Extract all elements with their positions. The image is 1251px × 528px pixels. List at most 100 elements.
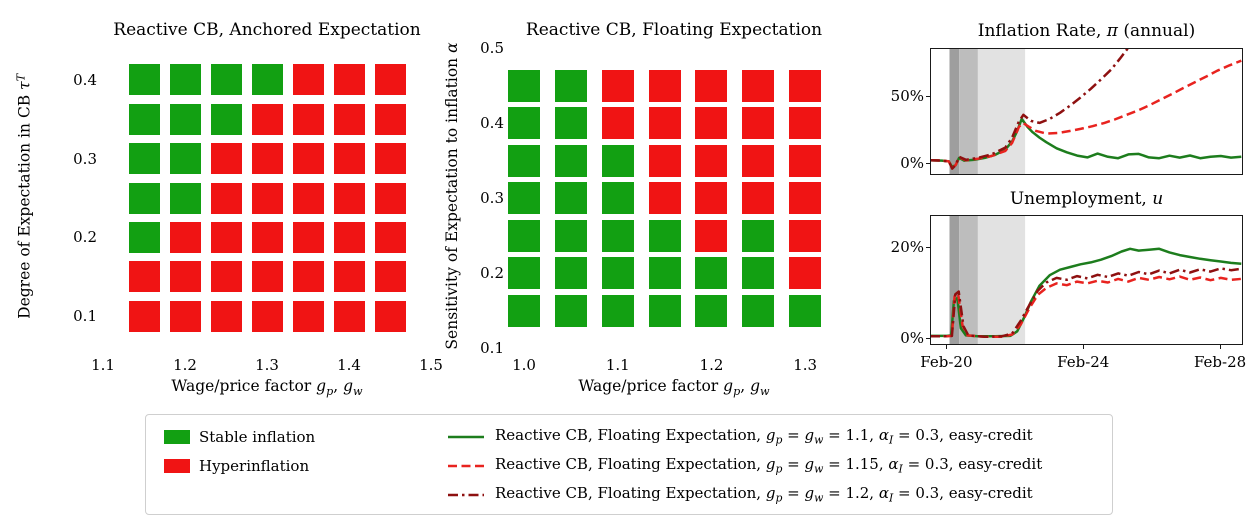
unemployment-x-tick-mark — [946, 345, 948, 349]
cell-stable — [554, 69, 587, 102]
inflation-y-tick-label: 0% — [900, 153, 924, 172]
cell-hyper — [333, 261, 365, 293]
series-darkred-label: Reactive CB, Floating Expectation, gp = … — [495, 484, 1033, 505]
cell-hyper — [210, 143, 242, 175]
inflation-y-tick-mark — [926, 96, 930, 98]
cell-hyper — [292, 300, 324, 332]
cell-hyper — [789, 144, 822, 177]
cell-stable — [648, 294, 681, 327]
cell-hyper — [789, 107, 822, 139]
cell-hyper — [695, 219, 728, 252]
anchored-y-tick-label: 0.3 — [73, 149, 97, 168]
cell-hyper — [169, 261, 201, 293]
cell-hyper — [333, 143, 365, 175]
red-line-sample — [448, 464, 484, 467]
cell-hyper — [333, 182, 365, 214]
cell-stable — [789, 294, 822, 327]
unemployment-panel-title: Unemployment, u — [1009, 189, 1164, 209]
shaded-band — [977, 48, 1026, 175]
legend-line-column: Reactive CB, Floating Expectation, gp = … — [446, 426, 1042, 505]
cell-hyper — [210, 221, 242, 253]
shaded-band — [949, 215, 960, 345]
floating-y-tick-label: 0.5 — [480, 39, 504, 57]
cell-stable — [128, 182, 160, 214]
cell-stable — [128, 103, 160, 135]
hyperinflation-swatch — [164, 458, 190, 473]
cell-hyper — [742, 107, 775, 139]
anchored-x-tick-label: 1.1 — [91, 356, 115, 374]
cell-stable — [742, 257, 775, 289]
shaded-band — [959, 48, 978, 175]
cell-hyper — [210, 261, 242, 293]
cell-stable — [554, 144, 587, 177]
floating-y-tick-label: 0.1 — [480, 339, 504, 357]
cell-stable — [128, 64, 160, 96]
cell-hyper — [374, 300, 406, 332]
cell-hyper — [789, 69, 822, 102]
cell-hyper — [648, 107, 681, 139]
floating-x-axis-label: Wage/price factor gp, gw — [578, 377, 770, 398]
cell-hyper — [333, 64, 365, 96]
cell-hyper — [789, 182, 822, 214]
unemployment-y-tick-label: 20% — [890, 237, 924, 256]
legend-item-series-green: Reactive CB, Floating Expectation, gp = … — [446, 426, 1042, 447]
cell-stable — [554, 257, 587, 289]
floating-y-tick-label: 0.4 — [480, 114, 504, 132]
floating-x-tick-label: 1.1 — [605, 356, 630, 374]
cell-stable — [554, 182, 587, 214]
unemployment-x-tick-mark — [1083, 345, 1085, 349]
unemployment-y-tick-mark — [926, 338, 930, 340]
unemployment-x-tick-mark — [1220, 345, 1222, 349]
cell-hyper — [601, 107, 634, 139]
cell-hyper — [742, 69, 775, 102]
legend: Stable inflation Hyperinflation Reactive… — [145, 414, 1113, 515]
anchored-y-tick-label: 0.4 — [73, 70, 97, 89]
inflation-chart-canvas — [930, 48, 1242, 175]
inflation-line-plot — [930, 48, 1243, 175]
cell-stable — [508, 182, 541, 214]
darkred-line-sample — [448, 493, 484, 496]
cell-stable — [554, 219, 587, 252]
cell-hyper — [128, 300, 160, 332]
cell-stable — [742, 294, 775, 327]
cell-hyper — [333, 300, 365, 332]
cell-stable — [169, 143, 201, 175]
cell-hyper — [374, 182, 406, 214]
shaded-band — [949, 48, 960, 175]
inflation-y-tick-label: 50% — [890, 87, 924, 106]
unemployment-x-tick-label: Feb-28 — [1193, 353, 1247, 371]
cell-hyper — [210, 182, 242, 214]
cell-hyper — [374, 261, 406, 293]
cell-stable — [508, 144, 541, 177]
legend-item-stable-inflation: Stable inflation — [164, 426, 315, 447]
series-red-label: Reactive CB, Floating Expectation, gp = … — [495, 455, 1043, 476]
cell-hyper — [789, 257, 822, 289]
cell-hyper — [695, 69, 728, 102]
cell-stable — [554, 107, 587, 139]
unemployment-chart-canvas — [930, 215, 1242, 345]
cell-hyper — [251, 300, 283, 332]
anchored-x-tick-label: 1.4 — [337, 356, 361, 374]
cell-hyper — [251, 182, 283, 214]
cell-hyper — [648, 144, 681, 177]
unemployment-line-plot — [930, 215, 1243, 345]
unemployment-y-tick-label: 0% — [900, 329, 924, 348]
series-green-label: Reactive CB, Floating Expectation, gp = … — [495, 426, 1033, 447]
legend-item-hyperinflation: Hyperinflation — [164, 455, 315, 476]
floating-panel-title: Reactive CB, Floating Expectation — [525, 20, 823, 40]
unemployment-series-darkred-dashdot — [930, 267, 1242, 339]
cell-hyper — [210, 300, 242, 332]
anchored-x-tick-label: 1.3 — [255, 356, 279, 374]
anchored-x-tick-label: 1.2 — [173, 356, 197, 374]
floating-x-tick-label: 1.3 — [793, 356, 818, 374]
cell-stable — [128, 143, 160, 175]
cell-stable — [169, 103, 201, 135]
shaded-band — [977, 215, 1026, 345]
cell-hyper — [251, 103, 283, 135]
legend-patch-column: Stable inflation Hyperinflation — [164, 426, 315, 476]
inflation-y-tick-mark — [926, 162, 930, 164]
cell-hyper — [333, 103, 365, 135]
cell-hyper — [292, 221, 324, 253]
cell-hyper — [374, 221, 406, 253]
cell-hyper — [695, 144, 728, 177]
